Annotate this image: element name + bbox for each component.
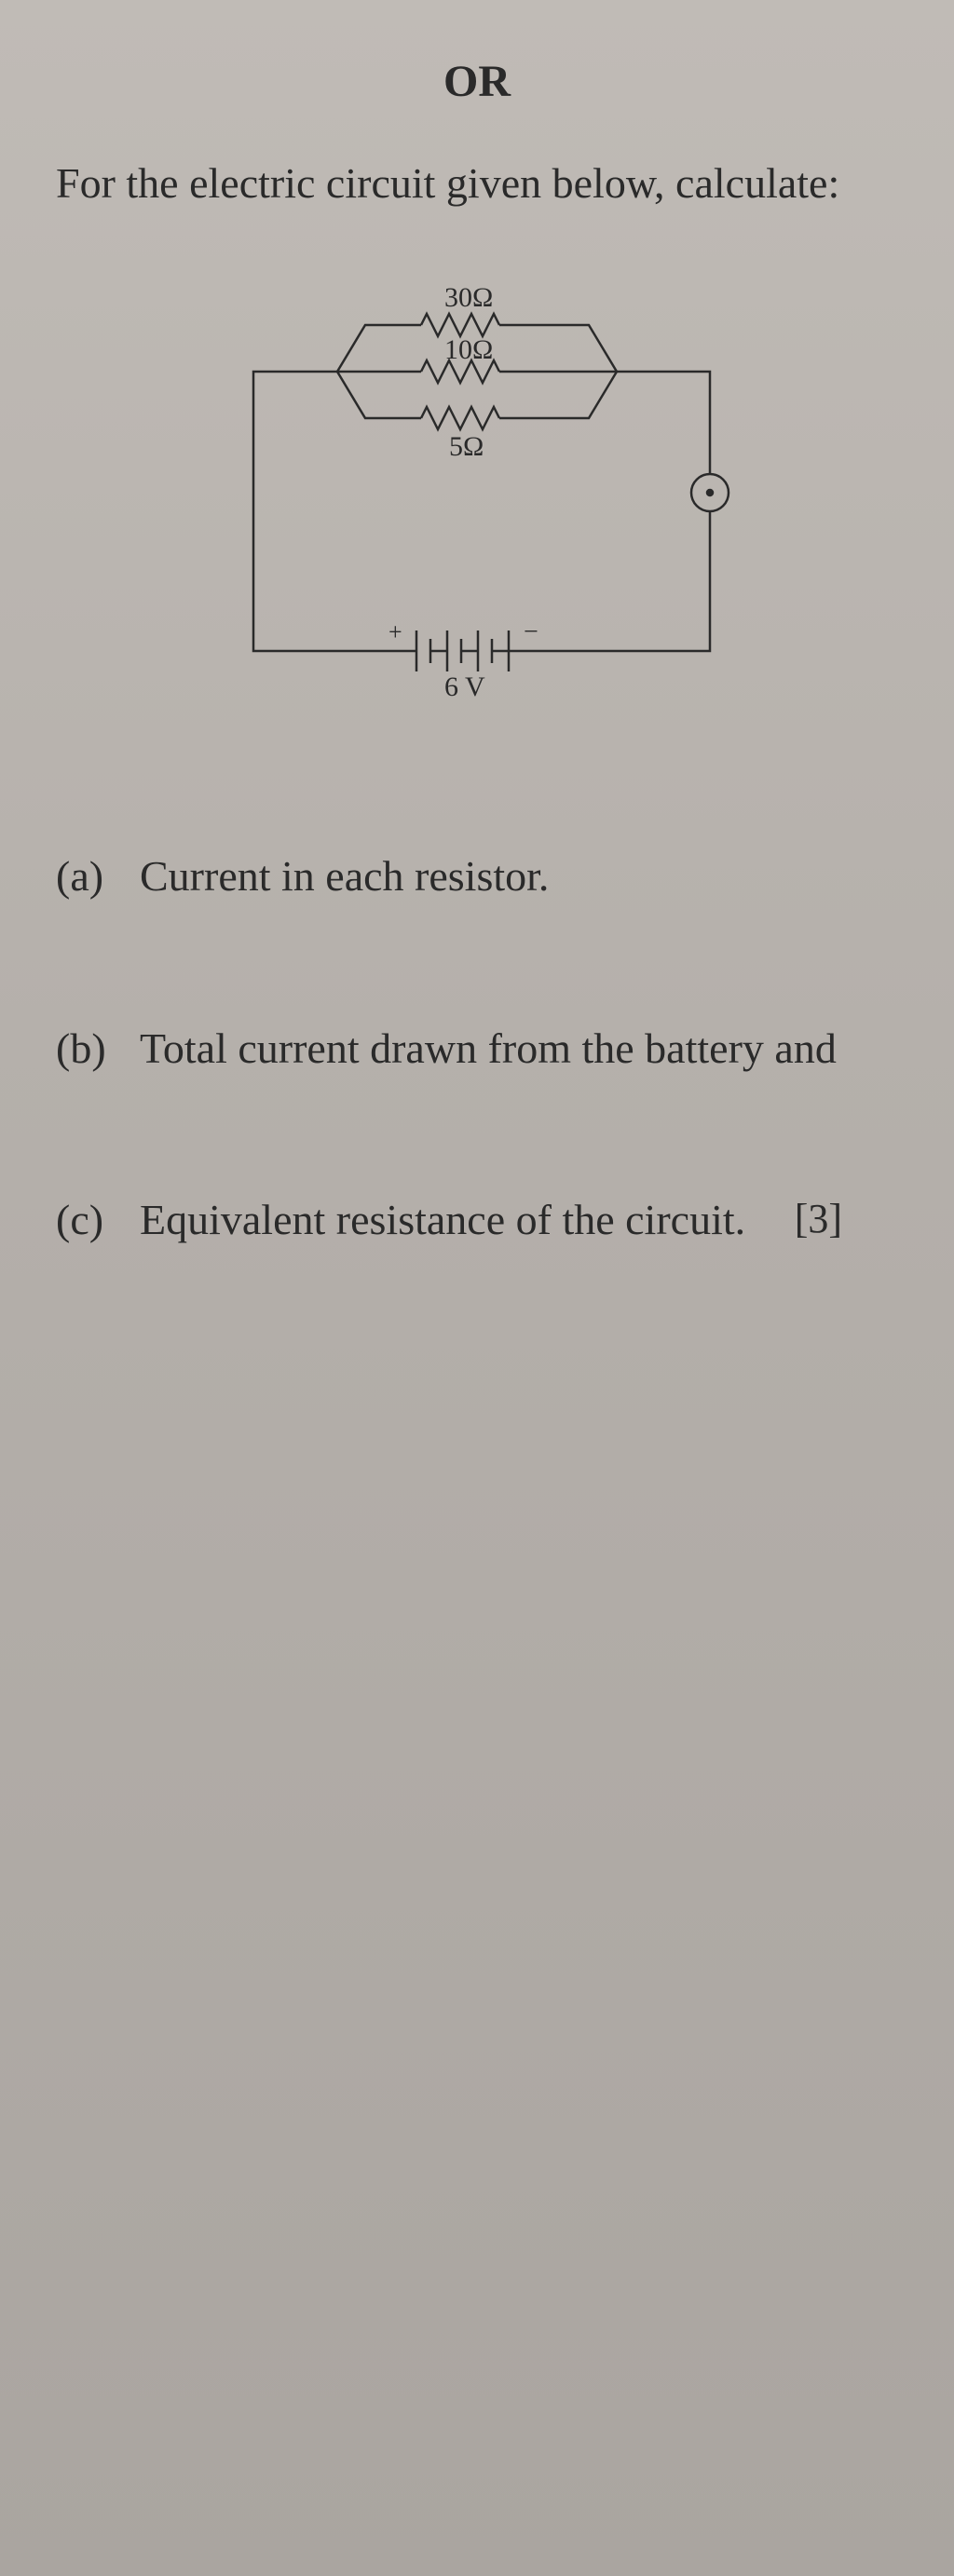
option-a-text: Current in each resistor. (140, 847, 898, 906)
option-c-label: (c) (56, 1190, 140, 1250)
intro-text: For the electric circuit given below, ca… (56, 154, 898, 213)
marks-badge: [3] (795, 1190, 842, 1248)
option-a: (a) Current in each resistor. (56, 847, 898, 906)
r2-label: 10Ω (444, 334, 493, 365)
voltage-label: 6 V (444, 671, 485, 702)
branch-r3 (337, 372, 617, 429)
circuit-svg: 30Ω 10Ω 5Ω (188, 251, 766, 735)
option-c-text: Equivalent resistance of the circuit. (140, 1190, 898, 1250)
option-b-label: (b) (56, 1019, 140, 1078)
battery-minus: − (524, 617, 538, 646)
page: OR For the electric circuit given below,… (0, 0, 954, 2576)
r1-label: 30Ω (444, 282, 493, 313)
option-b: (b) Total current drawn from the battery… (56, 1019, 898, 1078)
r3-label: 5Ω (449, 431, 484, 462)
battery-icon (407, 630, 519, 671)
or-heading: OR (56, 56, 898, 107)
battery-plus: + (388, 618, 402, 645)
option-a-label: (a) (56, 847, 140, 906)
option-c: (c) Equivalent resistance of the circuit… (56, 1190, 898, 1250)
option-b-text: Total current drawn from the battery and (140, 1019, 898, 1078)
options-list: (a) Current in each resistor. (b) Total … (56, 847, 898, 1250)
circuit-diagram: 30Ω 10Ω 5Ω (56, 251, 898, 735)
